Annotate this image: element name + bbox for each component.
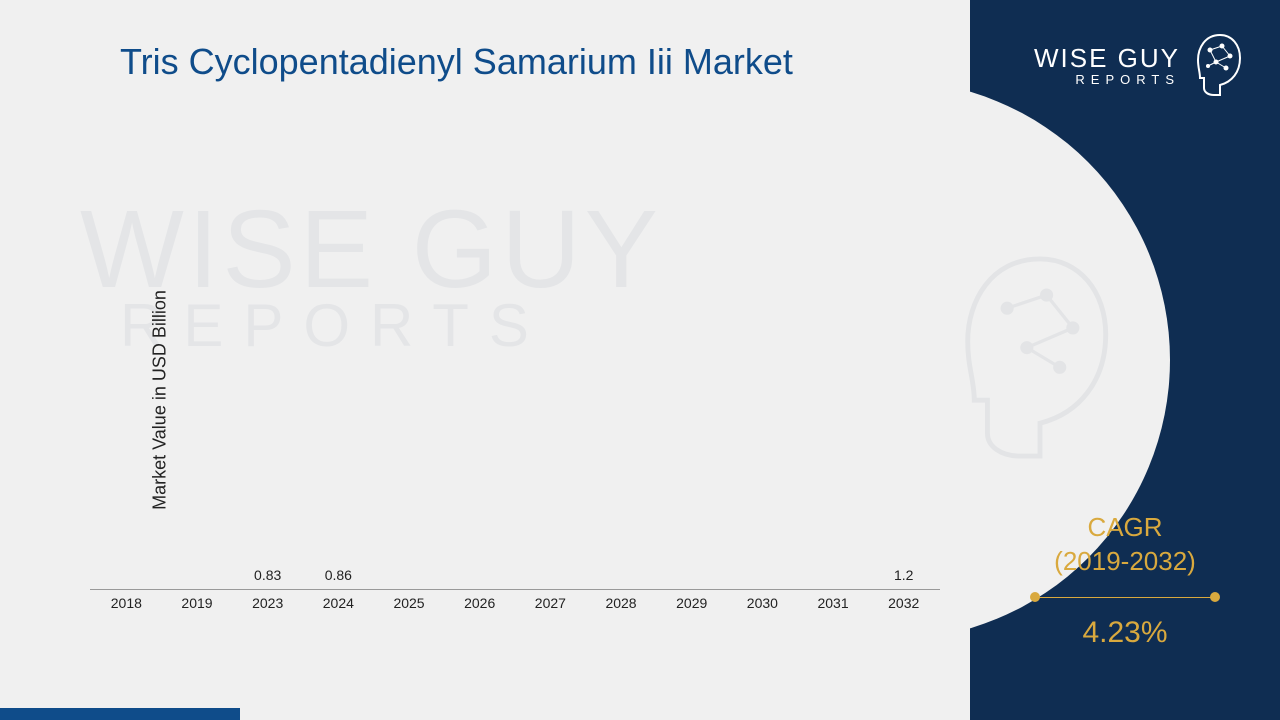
- x-axis-tick-label: 2028: [595, 595, 648, 611]
- bar-value-label: 0.83: [254, 567, 281, 583]
- cagr-label-line1: CAGR: [1087, 512, 1162, 542]
- x-axis-tick-label: 2025: [383, 595, 436, 611]
- logo-text: WISE GUY REPORTS: [1034, 43, 1180, 87]
- plot-area: 0.83 0.86 1.2: [90, 160, 940, 590]
- x-axis-tick-label: 2019: [171, 595, 224, 611]
- x-axis-labels: 2018 2019 2023 2024 2025 2026 2027 2028 2029 2030…: [90, 595, 940, 611]
- bar-chart: Market Value in USD Billion 0.830.861.2 …: [40, 160, 940, 640]
- cagr-label: CAGR (2019-2032): [1010, 511, 1240, 579]
- x-axis-tick-label: 2030: [736, 595, 789, 611]
- logo-name-bottom: REPORTS: [1075, 72, 1180, 87]
- x-axis-tick-label: 2029: [665, 595, 718, 611]
- x-axis-tick-label: 2024: [312, 595, 365, 611]
- cagr-divider: [1035, 597, 1215, 598]
- bars-container: 0.83 0.86 1.2: [90, 160, 940, 589]
- chart-title: Tris Cyclopentadienyl Samarium Iii Marke…: [120, 40, 793, 83]
- x-axis-tick-label: 2023: [241, 595, 294, 611]
- x-axis-tick-label: 2032: [877, 595, 930, 611]
- head-icon: [1190, 30, 1250, 100]
- watermark-head-icon: [940, 243, 1140, 478]
- bar-value-label: 1.2: [894, 567, 913, 583]
- x-axis-tick-label: 2027: [524, 595, 577, 611]
- brand-logo: WISE GUY REPORTS: [1034, 30, 1250, 100]
- bar-value-label: 0.86: [325, 567, 352, 583]
- x-axis-tick-label: 2018: [100, 595, 153, 611]
- cagr-block: CAGR (2019-2032) 4.23%: [1010, 511, 1240, 650]
- cagr-value: 4.23%: [1010, 616, 1240, 650]
- bottom-accent-bar: [0, 708, 240, 720]
- x-axis-tick-label: 2031: [807, 595, 860, 611]
- cagr-label-line2: (2019-2032): [1054, 546, 1196, 576]
- logo-name-top: WISE GUY: [1034, 43, 1180, 74]
- x-axis-tick-label: 2026: [453, 595, 506, 611]
